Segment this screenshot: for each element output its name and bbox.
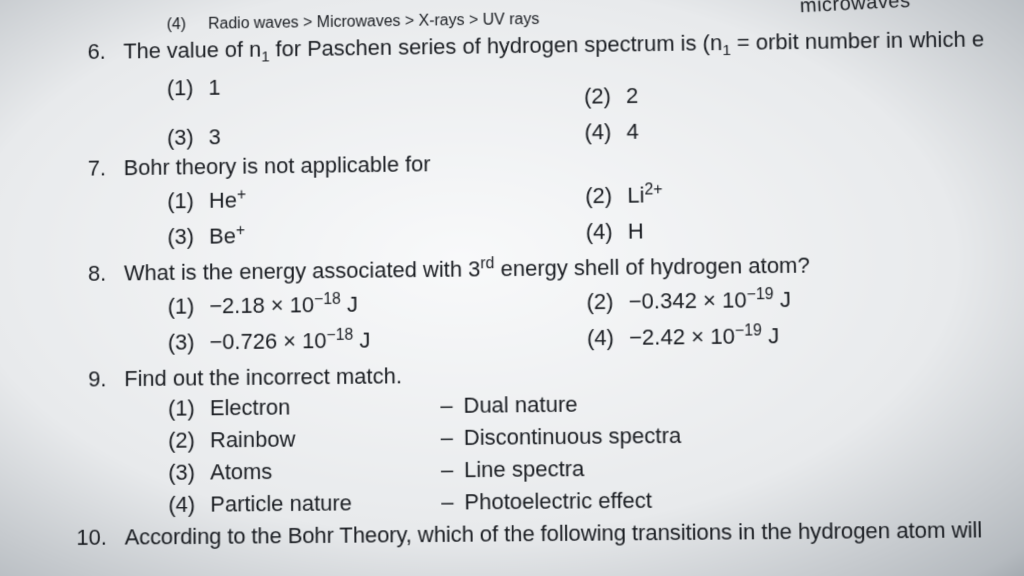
option-number: (2) — [586, 289, 628, 316]
q8-text-b: energy shell of hydrogen atom? — [494, 253, 810, 282]
option-number: (1) — [168, 396, 210, 422]
option-text: 2 — [626, 83, 639, 108]
question-text: According to the Bohr Theory, which of t… — [125, 517, 1024, 551]
option-text: Radio waves > Microwaves > X-rays > UV r… — [208, 11, 539, 34]
option-number: (3) — [168, 330, 210, 356]
question-number: 6. — [62, 39, 123, 65]
val: −2.42 × 10 — [629, 324, 735, 350]
option-text: H — [628, 219, 644, 244]
option-text: Be — [209, 224, 236, 249]
val: −0.342 × 10 — [629, 288, 747, 314]
option-number: (3) — [167, 125, 209, 151]
unit: J — [773, 287, 791, 312]
q6-text-a: The value of n — [123, 37, 261, 64]
option-text: 4 — [626, 119, 639, 144]
match-right: Dual nature — [463, 392, 577, 418]
q9-options: (1)Electron–Dual nature (2)Rainbow–Disco… — [168, 388, 1024, 519]
q9-opt4: (4)Particle nature–Photoelectric effect — [168, 485, 1024, 519]
option-text: Li — [627, 183, 644, 208]
dash-icon: – — [429, 393, 463, 419]
option-number: (4) — [586, 219, 628, 245]
sub-1: 1 — [261, 49, 270, 66]
option-number: (2) — [584, 84, 626, 110]
sup: + — [236, 222, 245, 239]
q7-opt1: (1)He+ — [167, 184, 585, 215]
dash-icon: – — [430, 425, 464, 451]
question-number: 10. — [63, 525, 125, 552]
unit: J — [762, 324, 780, 349]
option-number: (4) — [587, 325, 629, 352]
exp: −19 — [746, 286, 773, 303]
match-left: Rainbow — [210, 426, 430, 454]
q6-opt2: (2)2 — [584, 78, 1016, 110]
match-left: Atoms — [210, 458, 430, 486]
question-number: 7. — [62, 156, 123, 183]
option-number: (2) — [585, 183, 627, 209]
q9-opt3: (3)Atoms–Line spectra — [168, 452, 1023, 486]
option-number: (4) — [168, 492, 210, 518]
val: −2.18 × 10 — [209, 293, 314, 319]
q8-opt3: (3)−0.726 × 10−18 J — [168, 326, 587, 356]
exp: −18 — [314, 291, 341, 308]
sup-rd: rd — [480, 255, 494, 272]
val: −0.726 × 10 — [209, 328, 326, 354]
q8-opt2: (2)−0.342 × 10−19 J — [586, 285, 1020, 316]
question-number: 8. — [63, 261, 124, 288]
option-number: (1) — [168, 294, 210, 320]
unit: J — [341, 292, 358, 317]
dash-icon: – — [430, 457, 464, 483]
q7-opt4: (4)H — [586, 214, 1019, 245]
q6-text-c: = orbit number in which e — [731, 26, 985, 54]
match-right: Line spectra — [464, 456, 585, 482]
option-number: (1) — [167, 188, 209, 214]
q8-text-a: What is the energy associated with 3 — [124, 257, 481, 286]
q7-opt3: (3)Be+ — [167, 220, 585, 251]
unit: J — [353, 328, 370, 353]
option-number: (4) — [167, 16, 209, 34]
q6-opt3: (3)3 — [167, 120, 585, 151]
question-number: 9. — [63, 367, 125, 394]
option-number: (3) — [167, 224, 209, 250]
option-number: (3) — [168, 460, 210, 486]
exp: −18 — [326, 327, 353, 344]
q6-opt4: (4)4 — [584, 114, 1016, 146]
option-text: 1 — [208, 75, 220, 100]
option-text: He — [209, 188, 237, 213]
option-number: (2) — [168, 428, 210, 454]
q10-row: 10. According to the Bohr Theory, which … — [63, 517, 1024, 551]
question-text: Find out the incorrect match. — [124, 357, 1021, 392]
q9-opt1: (1)Electron–Dual nature — [168, 388, 1022, 423]
dash-icon: – — [430, 490, 464, 517]
page: (4) Radio waves > Microwaves > X-rays > … — [3, 0, 1024, 576]
q9-opt2: (2)Rainbow–Discontinuous spectra — [168, 420, 1023, 454]
cutoff-word: microwaves — [800, 0, 912, 18]
match-right: Discontinuous spectra — [464, 423, 682, 450]
option-number: (1) — [167, 75, 209, 101]
match-left: Electron — [210, 393, 430, 421]
exp: −19 — [735, 322, 762, 339]
q7-opt2: (2)Li2+ — [585, 178, 1018, 209]
q8-opt1: (1)−2.18 × 10−18 J — [168, 290, 587, 321]
q6-text-b: for Paschen series of hydrogen spectrum … — [270, 30, 723, 61]
sup: 2+ — [644, 181, 662, 198]
match-right: Photoelectric effect — [464, 488, 652, 515]
q9-row: 9. Find out the incorrect match. — [63, 357, 1022, 393]
option-text: 3 — [209, 125, 221, 150]
option-number: (4) — [584, 119, 626, 145]
sup: + — [237, 187, 246, 204]
q8-opt4: (4)−2.42 × 10−19 J — [587, 321, 1021, 352]
match-left: Particle nature — [210, 490, 430, 518]
q6-opt1: (1)1 — [167, 70, 584, 115]
